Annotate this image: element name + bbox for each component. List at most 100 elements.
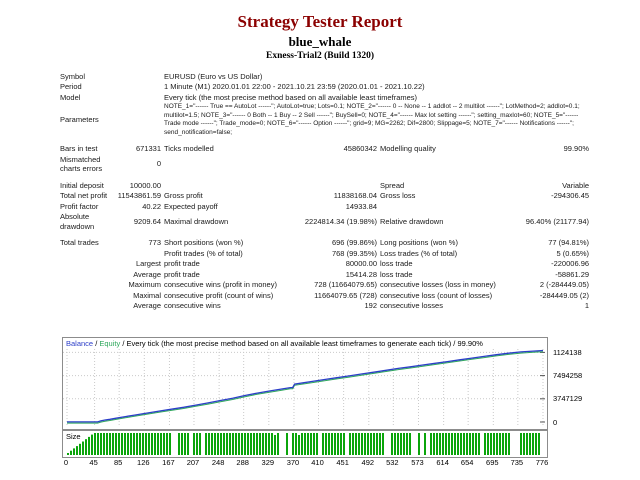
balance-chart: Balance / Equity / Every tick (the most … — [62, 337, 548, 430]
report-row: Symbol EURUSD (Euro vs US Dollar) — [60, 71, 592, 82]
report-cell: 96.40% (21177.94) — [525, 216, 590, 226]
report-cell: Short positions (won %) — [164, 238, 244, 247]
report-cell: 0 — [156, 159, 161, 169]
x-axis-label: 85 — [113, 458, 123, 467]
report-cell: 80000.00 — [345, 259, 377, 268]
report-cell: Absolute drawdown — [60, 212, 95, 231]
chart-legend: Balance / Equity / Every tick (the most … — [66, 339, 483, 348]
legend-equity: Equity — [99, 339, 121, 348]
page-title: Strategy Tester Report — [237, 12, 403, 31]
report-cell: 10000.00 — [129, 180, 161, 190]
report-cell: Maximal — [133, 290, 161, 300]
report-cell: 2 (-284449.05) — [539, 280, 590, 289]
report-cell: 768 (99.35%) — [331, 248, 377, 258]
report-cell — [298, 180, 380, 191]
x-axis-label: 370 — [286, 458, 300, 467]
report-cell: Average — [133, 269, 161, 279]
report-cell: consecutive wins — [164, 301, 221, 310]
report-row: Maximum consecutive wins (profit in money… — [60, 280, 592, 291]
report-cell: Relative drawdown — [380, 216, 444, 226]
report-row: Profit trades (% of total) 768 (99.35%) Lo… — [60, 248, 592, 259]
report-cell: 11838168.04 — [333, 191, 377, 200]
y-axis-label: 3747129 — [553, 394, 583, 404]
x-axis-label: 573 — [411, 458, 424, 467]
report-cell: consecutive loss (count of losses) — [380, 290, 493, 300]
report-cell: 11664079.65 (728) — [314, 290, 377, 300]
report-cell: Maximal drawdown — [164, 216, 229, 226]
report-cell: Every tick (the most precise method base… — [164, 92, 418, 102]
report-cell: Ticks modelled — [164, 144, 214, 153]
report-cell: Initial deposit — [60, 180, 104, 190]
report-row: Largest profit trade 80000.00 loss trade -22… — [60, 259, 592, 270]
report-cell: 45860342 — [343, 144, 377, 153]
report-cell: 671331 — [135, 144, 161, 153]
report-cell: profit trade — [164, 259, 200, 268]
report-cell: -220006.96 — [551, 259, 590, 268]
report-cell: consecutive losses (loss in money) — [380, 280, 496, 289]
report-row: Maximal consecutive profit (count of wins… — [60, 290, 592, 301]
report-cell: NOTE_1="------ True == AutoLot ------"; … — [164, 103, 580, 136]
report-row: Total net profit 11543861.59 Gross profit 1… — [60, 191, 592, 202]
report-table: Symbol EURUSD (Euro vs US Dollar) Period 1 … — [60, 71, 592, 311]
x-axis-label: 492 — [361, 458, 375, 467]
x-axis-label: 614 — [436, 458, 449, 467]
report-row: Absolute drawdown 9209.64 Maximal drawdown… — [60, 212, 592, 232]
report-cell — [114, 103, 164, 138]
report-cell: 1 Minute (M1) 2020.01.01 22:00 - 2021.10… — [164, 82, 425, 91]
x-axis-label: 735 — [510, 458, 524, 467]
report-cell: loss trade — [380, 259, 413, 268]
report-cell: Total net profit — [60, 191, 108, 200]
report-cell: 773 — [148, 238, 161, 247]
expert-name: blue_whale — [288, 34, 352, 49]
report-cell: 14933.84 — [345, 201, 377, 211]
chart-x-axis: 0 45 85 126 167 207 248 288 329 370 410 451 492 532 57… — [62, 458, 549, 470]
report-cell: profit trade — [164, 269, 200, 279]
report-cell: 77 (94.81%) — [548, 238, 590, 247]
x-axis-label: 451 — [336, 458, 349, 467]
report-cell: Bars in test — [60, 144, 98, 153]
report-cell: consecutive wins (profit in money) — [164, 280, 277, 289]
y-axis-label: 1124138 — [553, 347, 582, 357]
report-cell: Profit trades (% of total) — [164, 248, 243, 258]
x-axis-label: 126 — [137, 458, 150, 467]
report-cell: Modelling quality — [380, 144, 436, 153]
chart-y-axis: 1124138 7494258 3747129 0 — [551, 337, 639, 433]
report-row: Initial deposit 10000.00 Spread Variable — [60, 180, 592, 191]
report-cell: Model — [60, 92, 81, 102]
report-cell — [380, 201, 514, 212]
report-header: Strategy Tester Report blue_whale Exness… — [0, 0, 640, 62]
x-axis-label: 0 — [63, 458, 69, 467]
x-axis-label: 410 — [311, 458, 324, 467]
lot-size-histogram — [67, 433, 540, 455]
x-axis-label: 167 — [162, 458, 175, 467]
report-row: Parameters NOTE_1="------ True == AutoLot… — [60, 103, 592, 138]
report-cell: 9209.64 — [133, 216, 161, 226]
report-cell: Gross loss — [380, 191, 416, 200]
y-axis-label: 7494258 — [553, 371, 583, 381]
report-cell — [298, 154, 380, 174]
report-cell: Gross profit — [164, 191, 203, 200]
report-row: Period 1 Minute (M1) 2020.01.01 22:00 - 2… — [60, 82, 592, 93]
report-cell: 1 — [584, 301, 590, 310]
report-cell: Profit factor — [60, 201, 99, 211]
x-axis-label: 695 — [486, 458, 499, 467]
report-cell: Long positions (won %) — [380, 238, 458, 247]
report-cell — [114, 71, 164, 82]
report-cell: Total trades — [60, 238, 99, 247]
x-axis-label: 776 — [535, 458, 549, 467]
report-cell: 5 (0.65%) — [556, 248, 590, 258]
report-cell: -284449.05 (2) — [539, 290, 590, 300]
report-cell: 696 (99.86%) — [331, 238, 377, 247]
x-axis-label: 329 — [261, 458, 275, 467]
size-chart-label: Size — [66, 432, 81, 441]
report-cell: 99.90% — [563, 144, 590, 153]
report-cell — [164, 154, 298, 174]
report-cell: -58861.29 — [555, 269, 590, 279]
report-cell: consecutive profit (count of wins) — [164, 290, 274, 300]
report-cell — [164, 180, 298, 191]
x-axis-label: 207 — [186, 458, 200, 467]
report-cell — [514, 201, 592, 212]
x-axis-label: 288 — [236, 458, 249, 467]
report-cell: Variable — [562, 180, 590, 190]
